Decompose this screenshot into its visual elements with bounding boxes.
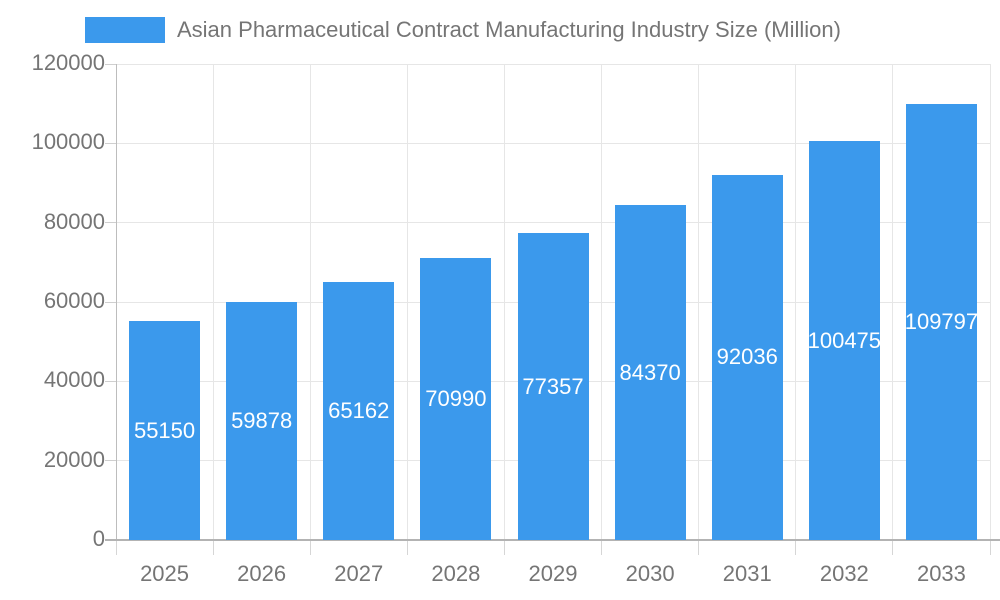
x-gridline bbox=[212, 64, 214, 540]
x-gridline bbox=[601, 64, 603, 540]
y-axis-line bbox=[115, 64, 117, 540]
bar-value-label: 59878 bbox=[231, 408, 293, 434]
x-axis-tick bbox=[698, 540, 700, 555]
y-tick-label: 80000 bbox=[43, 208, 105, 234]
bar-value-label: 77357 bbox=[522, 373, 584, 399]
y-tick-label: 0 bbox=[92, 526, 105, 551]
bar-value-label: 55150 bbox=[133, 417, 196, 443]
bar bbox=[614, 205, 686, 540]
y-tick-label: 60000 bbox=[43, 288, 105, 313]
y-tick-label: 120000 bbox=[31, 50, 105, 75]
x-tick-label: 2031 bbox=[722, 561, 772, 586]
y-tick-label: 100000 bbox=[31, 129, 105, 155]
bar-value-label: 92036 bbox=[716, 344, 778, 370]
bar-value-label: 109797 bbox=[904, 309, 979, 335]
y-axis-tick bbox=[105, 63, 116, 65]
x-tick-label: 2029 bbox=[528, 561, 578, 586]
x-axis-tick bbox=[212, 540, 214, 555]
x-axis-tick bbox=[795, 540, 797, 555]
bar bbox=[129, 321, 201, 540]
x-gridline bbox=[698, 64, 700, 540]
y-tick-label: 40000 bbox=[43, 367, 105, 393]
y-axis-tick bbox=[105, 142, 116, 144]
chart-title: Asian Pharmaceutical Contract Manufactur… bbox=[177, 17, 841, 42]
x-tick-label: 2028 bbox=[431, 561, 481, 586]
x-gridline bbox=[309, 64, 311, 540]
x-tick-label: 2033 bbox=[916, 561, 966, 586]
x-tick-label: 2025 bbox=[140, 561, 190, 586]
x-axis-tick bbox=[892, 540, 894, 555]
bar-value-label: 65162 bbox=[328, 397, 390, 423]
x-gridline bbox=[989, 64, 991, 540]
x-axis-tick bbox=[309, 540, 311, 555]
bar bbox=[517, 233, 589, 540]
x-gridline bbox=[503, 64, 505, 540]
y-gridline bbox=[116, 142, 990, 144]
y-axis-tick bbox=[105, 460, 116, 462]
bar bbox=[808, 141, 880, 540]
x-gridline bbox=[406, 64, 408, 540]
x-gridline bbox=[892, 64, 894, 540]
x-tick-label: 2027 bbox=[334, 561, 384, 586]
bar bbox=[905, 104, 977, 540]
x-tick-label: 2030 bbox=[625, 561, 675, 586]
x-axis-tick bbox=[406, 540, 408, 555]
y-axis-tick bbox=[105, 380, 116, 382]
y-axis-tick bbox=[105, 222, 116, 224]
x-axis-tick bbox=[115, 540, 117, 555]
x-tick-label: 2026 bbox=[237, 561, 287, 586]
y-tick-label: 20000 bbox=[43, 446, 105, 472]
legend-swatch bbox=[85, 17, 165, 43]
y-axis-tick bbox=[105, 301, 116, 303]
bar-value-label: 84370 bbox=[619, 359, 681, 385]
x-axis-tick bbox=[503, 540, 505, 555]
x-axis-tick bbox=[601, 540, 603, 555]
x-axis-tick bbox=[989, 540, 991, 555]
bar bbox=[420, 258, 492, 540]
legend-item[interactable]: Asian Pharmaceutical Contract Manufactur… bbox=[85, 17, 841, 43]
bar-value-label: 100475 bbox=[807, 327, 882, 353]
x-tick-label: 2032 bbox=[819, 561, 869, 586]
x-gridline bbox=[795, 64, 797, 540]
bar bbox=[226, 302, 298, 540]
y-gridline bbox=[116, 222, 990, 224]
bar-value-label: 70990 bbox=[425, 386, 487, 412]
x-axis-line bbox=[105, 539, 1000, 541]
y-gridline bbox=[116, 63, 990, 65]
bar bbox=[323, 281, 395, 540]
bar bbox=[711, 174, 783, 540]
